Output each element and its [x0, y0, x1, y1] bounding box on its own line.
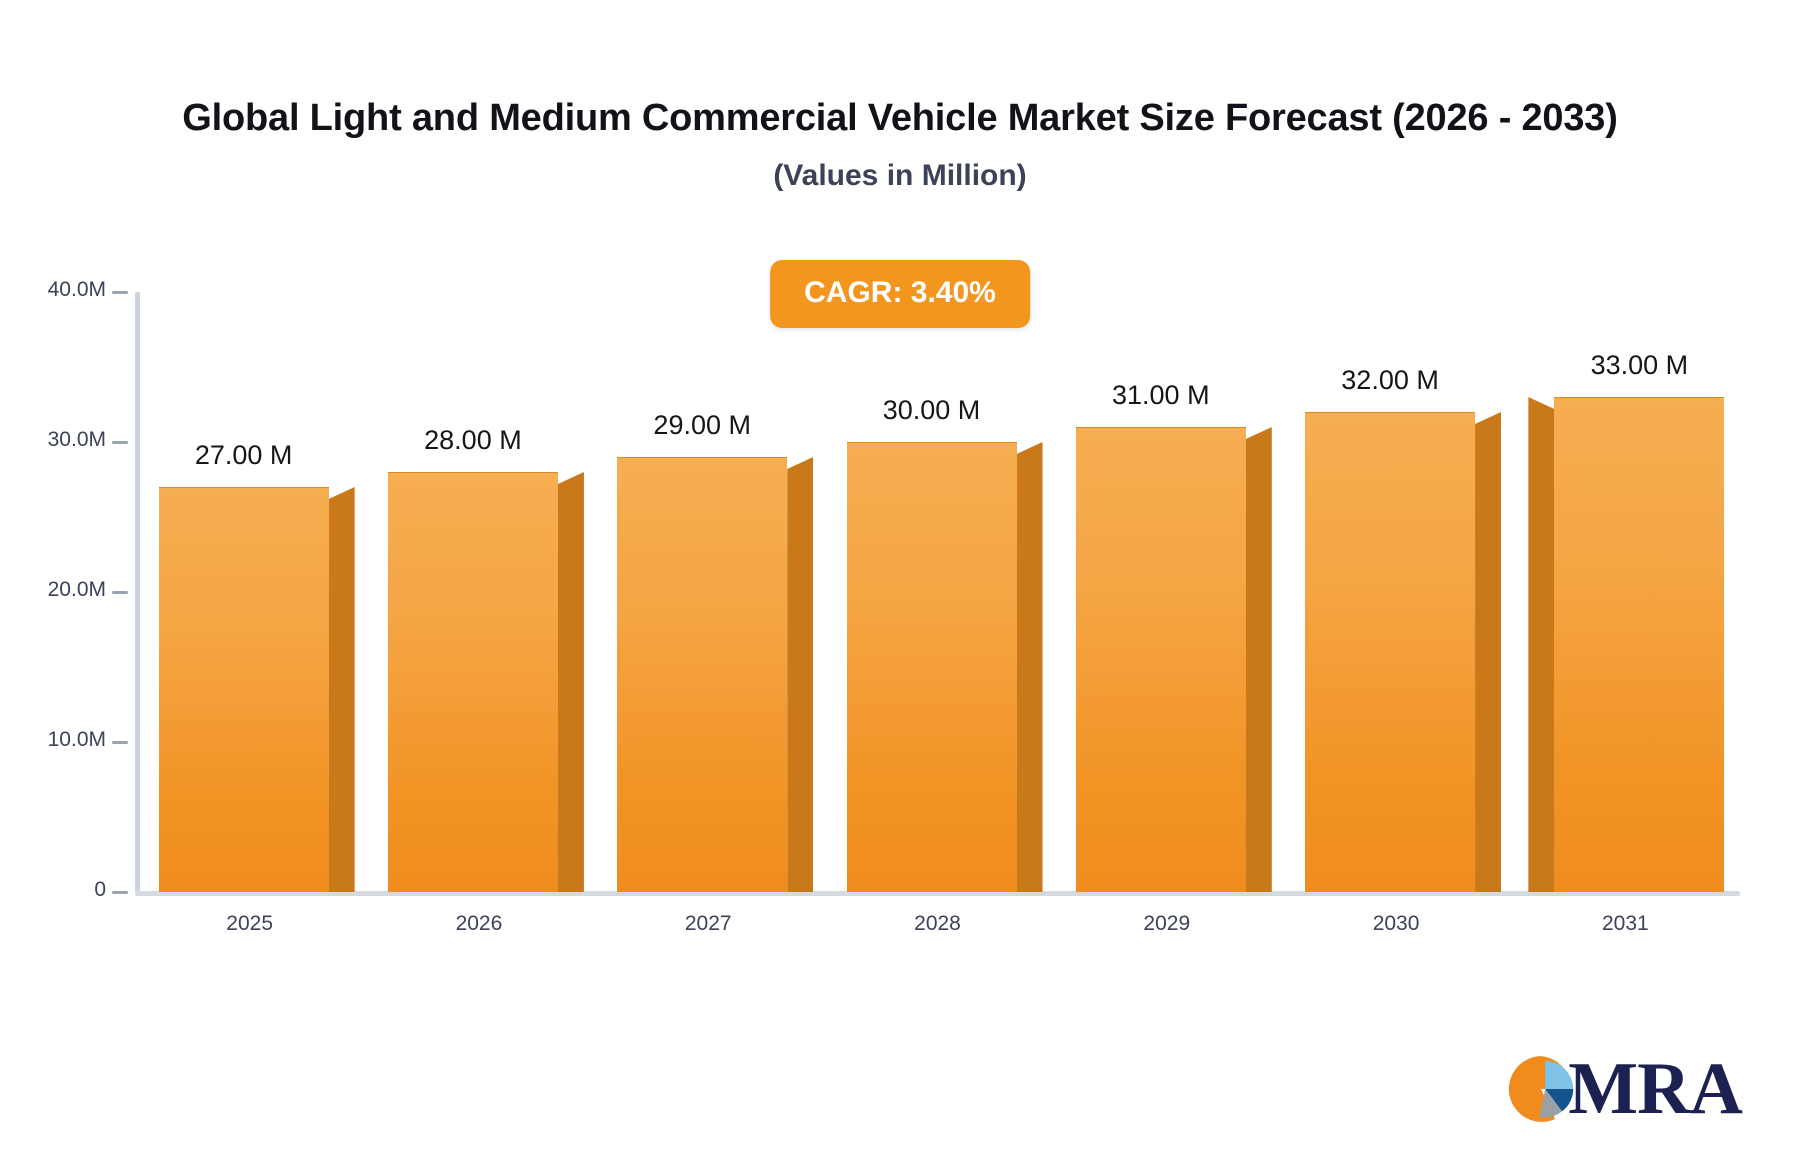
bar[interactable]	[158, 487, 355, 892]
bar-front-face	[1305, 412, 1476, 892]
bar-front-face	[846, 442, 1017, 892]
bar-side-face	[1245, 427, 1272, 892]
bar[interactable]	[1075, 427, 1272, 892]
pie-chart-icon	[1509, 1056, 1574, 1122]
logo-text: MRA	[1568, 1048, 1743, 1130]
bar-front-face	[1554, 397, 1725, 892]
chart-subtitle: (Values in Million)	[773, 158, 1027, 192]
y-axis-tick-mark	[112, 891, 128, 894]
brand-logo: MRA	[1506, 1048, 1743, 1130]
bar-side-face	[787, 457, 814, 892]
bar-side-face	[328, 487, 355, 892]
bar-value-label: 27.00 M	[194, 440, 293, 470]
bar-value-label: 31.00 M	[1112, 380, 1210, 410]
bar-value-label: 33.00 M	[1590, 350, 1689, 380]
x-axis-labels: 2025 2026 2027 2028 2029 2030 2031	[135, 912, 1740, 952]
x-axis-line	[135, 891, 1740, 896]
y-axis-tick-label: 10.0M	[47, 728, 106, 751]
title-block: Global Light and Medium Commercial Vehic…	[0, 96, 1800, 194]
y-axis-tick-mark	[112, 291, 128, 294]
bar[interactable]	[846, 442, 1043, 892]
x-axis-tick-label: 2029	[1143, 912, 1191, 935]
y-axis-tick-label: 20.0M	[47, 578, 106, 601]
y-axis-tick-label: 40.0M	[47, 278, 106, 301]
x-axis-tick-label: 2031	[1601, 912, 1649, 935]
bar-side-face	[1475, 412, 1502, 892]
y-axis-tick-mark	[112, 441, 128, 444]
x-axis-tick-label: 2027	[684, 912, 732, 935]
x-axis-tick-label: 2025	[226, 912, 273, 935]
bar-slot: 29.00 M	[617, 292, 814, 892]
bar-slot: 31.00 M	[1075, 292, 1272, 892]
bar-front-face	[1075, 427, 1246, 892]
bar-series: 27.00 M 28.00 M 29.00 M 30.00 M 31.00 M 32.00…	[135, 292, 1740, 892]
page-title: Global Light and Medium Commercial Vehic…	[182, 97, 1618, 139]
bar-side-face	[1528, 397, 1555, 892]
bar-value-label: 32.00 M	[1341, 365, 1439, 395]
x-axis-tick-label: 2028	[914, 912, 961, 935]
x-axis-tick-label: 2026	[455, 912, 503, 935]
y-axis-tick-mark	[112, 741, 128, 744]
bar-slot: 33.00 M	[1528, 292, 1725, 892]
bar[interactable]	[1528, 397, 1725, 892]
bar-slot: 32.00 M	[1305, 292, 1502, 892]
bar-value-label: 28.00 M	[424, 425, 522, 455]
bar-side-face	[557, 472, 584, 892]
y-axis-line	[135, 292, 140, 892]
y-axis-tick-mark	[112, 591, 128, 594]
x-axis-tick-label: 2030	[1372, 912, 1420, 935]
bar-side-face	[1016, 442, 1043, 892]
bar-value-label: 30.00 M	[882, 395, 981, 425]
y-axis-tick-label: 30.0M	[47, 428, 106, 451]
bar-front-face	[387, 472, 558, 892]
bar-slot: 28.00 M	[387, 292, 584, 892]
bar-slot: 27.00 M	[158, 292, 355, 892]
bar-value-label: 29.00 M	[653, 410, 751, 440]
bar[interactable]	[387, 472, 584, 892]
bar[interactable]	[1305, 412, 1502, 892]
bar-slot: 30.00 M	[846, 292, 1043, 892]
y-axis-tick-label: 0	[94, 878, 106, 901]
bar-front-face	[617, 457, 788, 892]
plot-area: 27.00 M 28.00 M 29.00 M 30.00 M 31.00 M 32.00…	[135, 292, 1740, 896]
bar[interactable]	[617, 457, 814, 892]
cagr-badge: CAGR: 3.40%	[770, 260, 1030, 328]
bar-front-face	[158, 487, 329, 892]
